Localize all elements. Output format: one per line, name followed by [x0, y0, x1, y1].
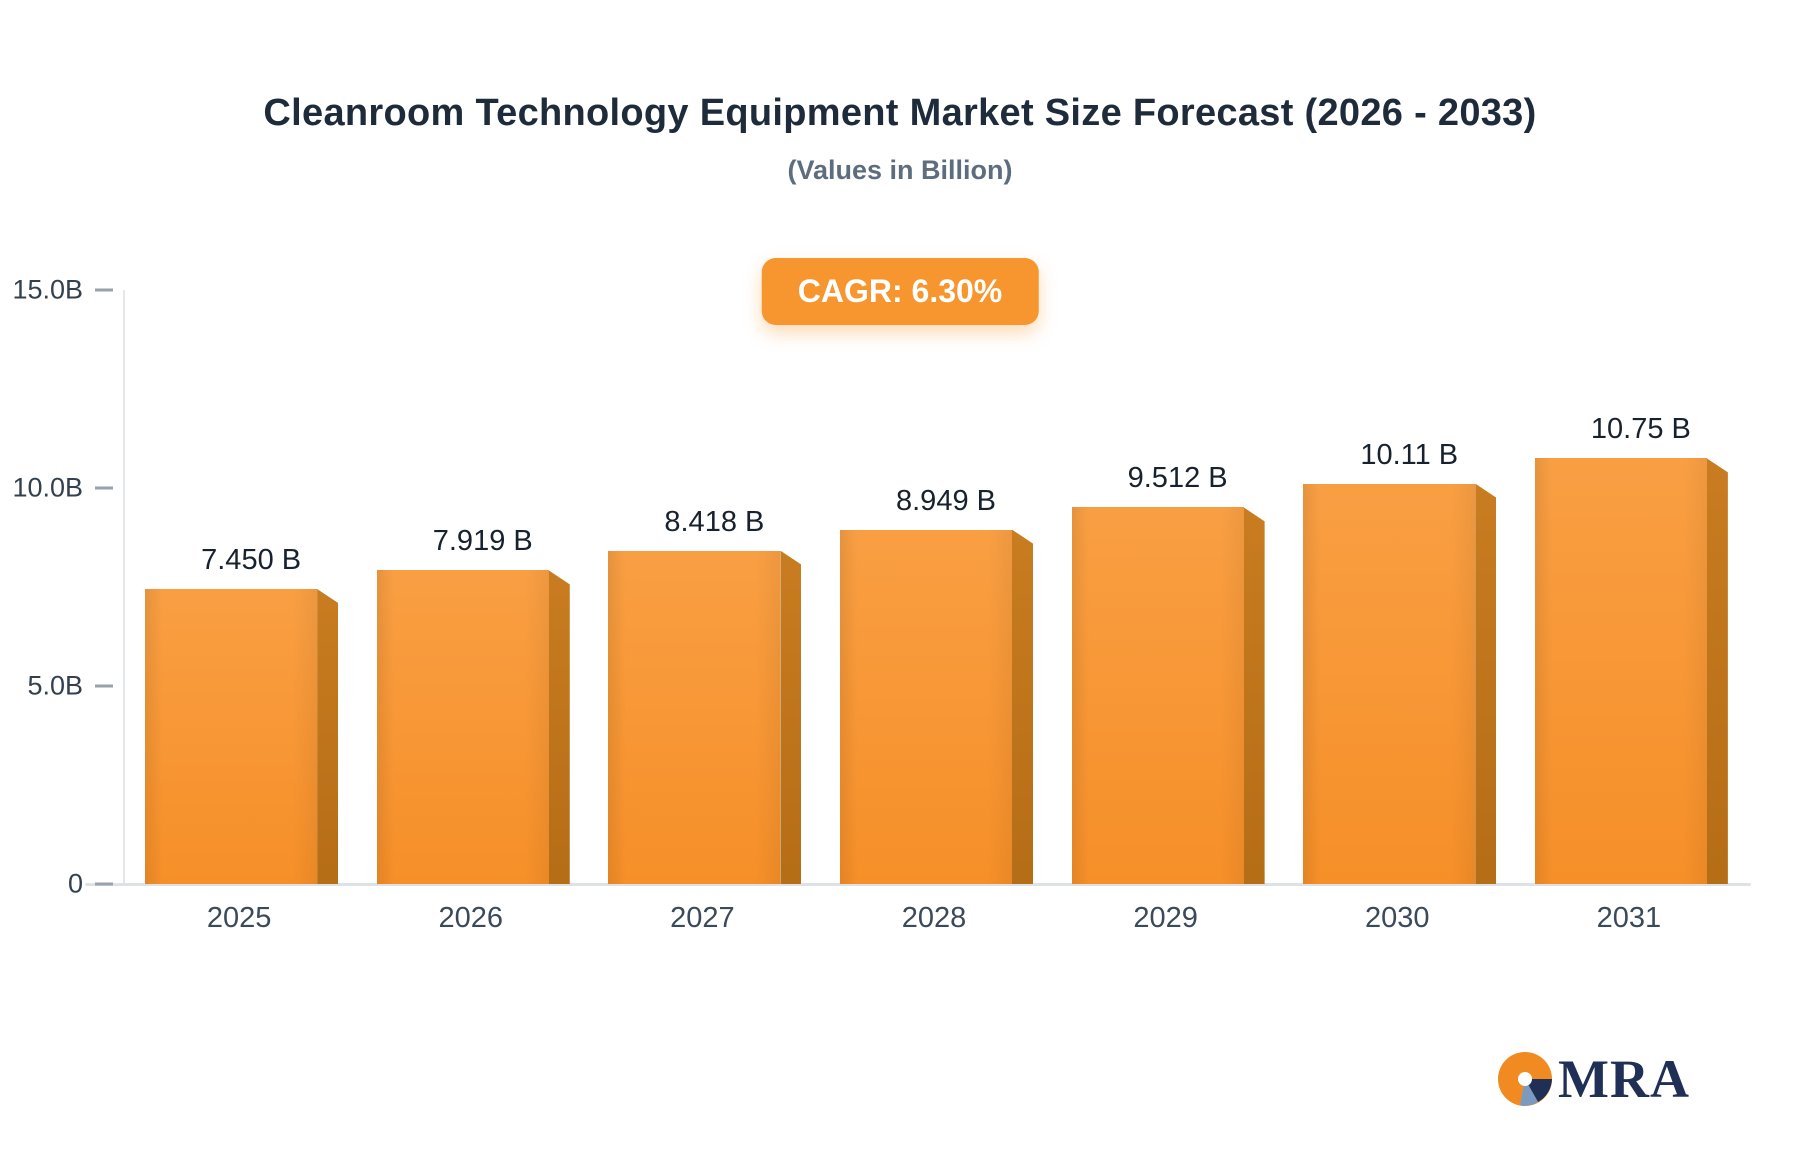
bar-column: 7.450 B [126, 290, 357, 884]
y-axis-tick-mark [95, 486, 113, 490]
bar-value-label: 10.75 B [1590, 413, 1691, 446]
bar [376, 570, 549, 884]
chart-subtitle: (Values in Billion) [787, 155, 1013, 185]
mra-logo: MRA [1496, 1050, 1690, 1108]
bar-value-label: 9.512 B [1127, 462, 1228, 495]
y-axis-tick-label: 15.0B [12, 274, 83, 305]
x-axis-label: 2031 [1596, 902, 1662, 934]
y-axis-tick-mark [95, 882, 113, 886]
y-axis-tick: 10.0B [12, 473, 113, 504]
bar-column: 10.75 B [1515, 290, 1746, 884]
y-axis-tick-mark [95, 288, 113, 292]
logo-text: MRA [1558, 1049, 1690, 1109]
x-axis-label: 2028 [901, 902, 967, 934]
y-axis-tick-label: 10.0B [12, 472, 83, 503]
x-axis-label: 2027 [670, 902, 735, 934]
x-axis-label: 2030 [1364, 902, 1430, 934]
bar-column: 10.11 B [1284, 290, 1515, 884]
bar [608, 550, 781, 884]
bar [840, 529, 1012, 884]
y-axis-tick: 5.0B [27, 671, 113, 702]
chart-header: Cleanroom Technology Equipment Market Si… [0, 92, 1800, 186]
bar [1534, 458, 1707, 884]
bar-value-label: 7.450 B [201, 543, 302, 576]
logo-pie-icon [1498, 1052, 1553, 1106]
bar-column: 8.418 B [589, 290, 820, 884]
y-axis-tick: 0 [68, 869, 113, 900]
bar [145, 588, 318, 884]
bar-value-label: 10.11 B [1360, 438, 1459, 471]
x-axis-label: 2026 [438, 902, 503, 934]
x-axis-label: 2029 [1133, 902, 1198, 934]
bar-column: 7.919 B [357, 290, 588, 884]
bar-value-label: 8.949 B [896, 484, 996, 517]
cagr-badge: CAGR: 6.30% [761, 258, 1039, 325]
x-axis-line [85, 883, 1751, 886]
plot-area: 7.450 B 7.919 B 8.418 B 8.949 B 9.512 B 10.11… [12, 275, 1751, 899]
bar [1071, 507, 1244, 884]
bars-container: 7.450 B 7.919 B 8.418 B 8.949 B 9.512 B 10.11… [125, 290, 1747, 884]
y-axis-tick: 15.0B [12, 275, 113, 306]
bar [1303, 483, 1476, 884]
bar-column: 8.949 B [821, 290, 1052, 884]
chart-title: Cleanroom Technology Equipment Market Si… [263, 92, 1537, 134]
y-axis-tick-label: 5.0B [27, 670, 83, 701]
y-axis-tick-label: 0 [67, 868, 83, 899]
bar-column: 9.512 B [1052, 290, 1283, 884]
x-axis-label: 2025 [206, 902, 272, 934]
bar-value-label: 7.919 B [432, 525, 533, 558]
x-axis-labels: 2025 2026 2027 2028 2029 2030 2031 [123, 902, 1745, 935]
bar-value-label: 8.418 B [664, 505, 765, 538]
y-axis-tick-mark [95, 684, 113, 688]
